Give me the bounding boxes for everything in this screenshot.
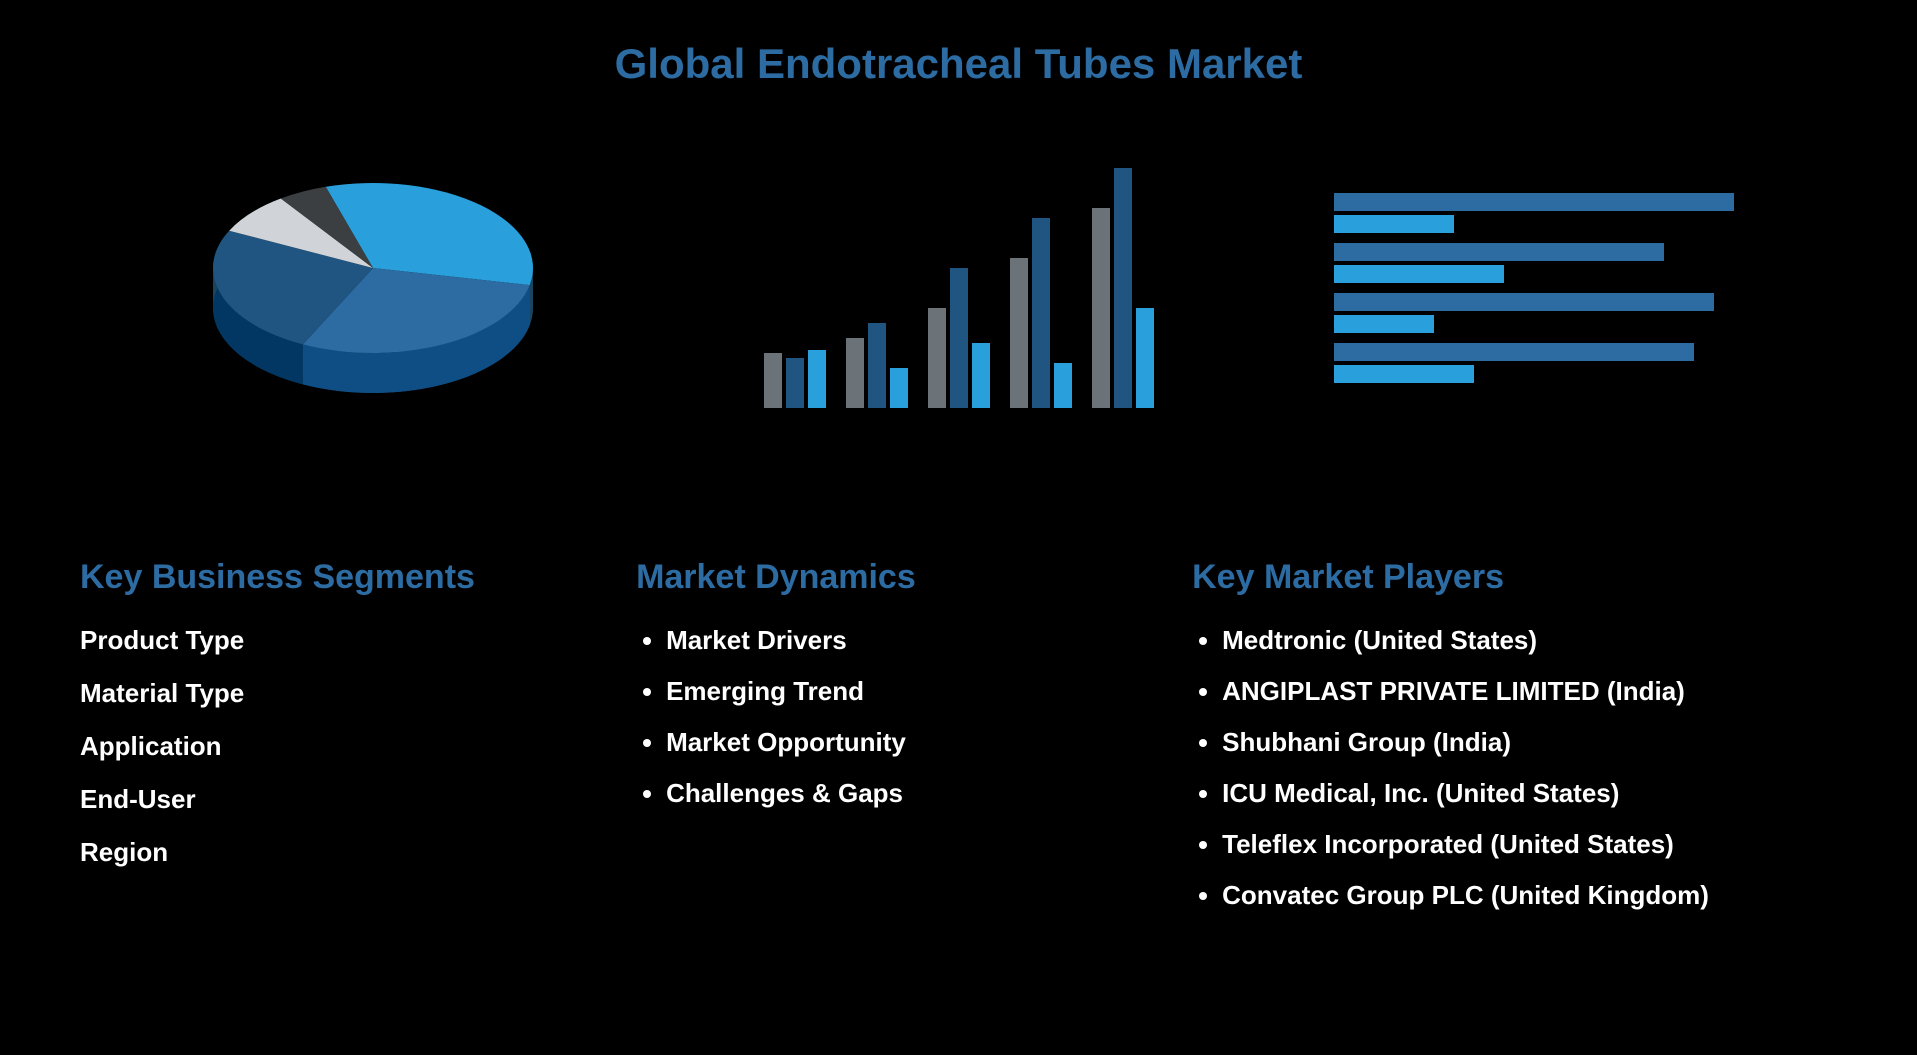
hbar-pair [1334,243,1754,283]
bar [1054,363,1072,408]
player-item: Shubhani Group (India) [1222,727,1837,758]
bar [1092,208,1110,408]
hbar [1334,215,1454,233]
bar [950,268,968,408]
dynamics-item: Emerging Trend [666,676,1132,707]
bar-group [928,268,990,408]
players-heading: Key Market Players [1192,558,1837,597]
bar-chart [666,168,1252,408]
dynamics-column: Market Dynamics Market Drivers Emerging T… [636,558,1132,931]
bar-group [764,350,826,408]
hbar-pair [1334,343,1754,383]
hbar-chart [1251,193,1837,383]
segment-item: Region [80,837,576,868]
hbar [1334,243,1664,261]
hbar-pair [1334,293,1754,333]
charts-row [80,138,1837,438]
bar [786,358,804,408]
hbar [1334,293,1714,311]
bar [846,338,864,408]
player-item: Convatec Group PLC (United Kingdom) [1222,880,1837,911]
bar-group [1010,218,1072,408]
player-item: ICU Medical, Inc. (United States) [1222,778,1837,809]
bar [1114,168,1132,408]
segments-heading: Key Business Segments [80,558,576,597]
bar [928,308,946,408]
lists-row: Key Business Segments Product Type Materi… [80,558,1837,931]
dynamics-heading: Market Dynamics [636,558,1132,597]
segment-item: Product Type [80,625,576,656]
dynamics-item: Market Drivers [666,625,1132,656]
bar [972,343,990,408]
segments-column: Key Business Segments Product Type Materi… [80,558,576,931]
segment-item: End-User [80,784,576,815]
bar-group [846,323,908,408]
hbar [1334,265,1504,283]
bar [868,323,886,408]
bar [764,353,782,408]
bar [1136,308,1154,408]
bar-group [1092,168,1154,408]
hbar-pair [1334,193,1754,233]
page-title: Global Endotracheal Tubes Market [80,40,1837,88]
bar [808,350,826,408]
bar [1010,258,1028,408]
hbar [1334,193,1734,211]
segment-item: Application [80,731,576,762]
hbar [1334,365,1474,383]
bar [890,368,908,408]
hbar [1334,343,1694,361]
players-column: Key Market Players Medtronic (United Sta… [1192,558,1837,931]
player-item: ANGIPLAST PRIVATE LIMITED (India) [1222,676,1837,707]
player-item: Teleflex Incorporated (United States) [1222,829,1837,860]
hbar [1334,315,1434,333]
segment-item: Material Type [80,678,576,709]
pie-chart [80,158,666,418]
bar [1032,218,1050,408]
player-item: Medtronic (United States) [1222,625,1837,656]
dynamics-item: Market Opportunity [666,727,1132,758]
dynamics-item: Challenges & Gaps [666,778,1132,809]
